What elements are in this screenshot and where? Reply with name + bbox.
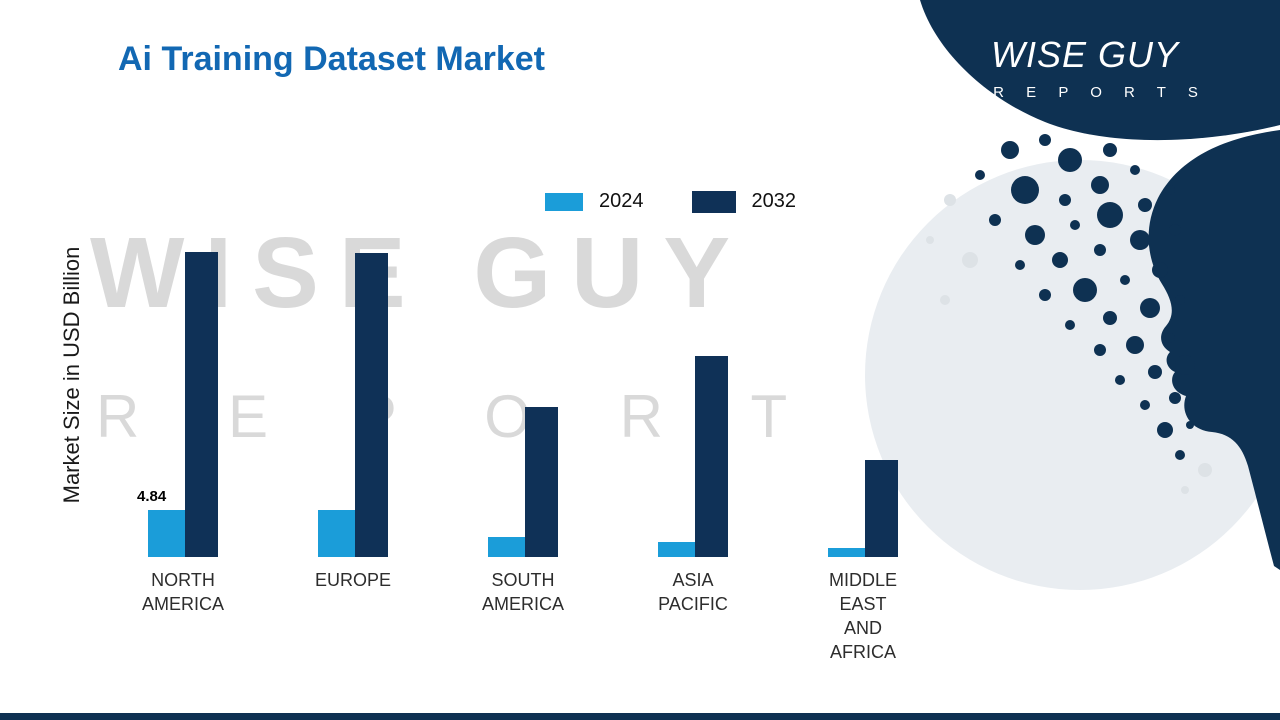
logo-wise-guy-text: WISE GUY xyxy=(990,34,1180,75)
legend: 2024 2032 xyxy=(545,190,796,213)
category-label-asia-pacific: ASIA PACIFIC xyxy=(658,570,728,614)
bottom-strip xyxy=(0,713,1280,720)
category-label-south-america: SOUTH AMERICA xyxy=(481,570,564,614)
legend-label-2032: 2032 xyxy=(751,190,797,212)
bar-2024-south-america xyxy=(488,536,525,557)
gray-dots-pattern-icon xyxy=(926,194,1212,494)
watermark-reports-text: R E P O R T S xyxy=(96,383,951,450)
legend-swatch-2032 xyxy=(691,190,736,213)
wise-guy-reports-logo xyxy=(865,0,1280,590)
logo-reports-text: R E P O R T S xyxy=(993,84,1207,101)
bar-2032-asia-pacific xyxy=(695,356,728,557)
page-title: Ai Training Dataset Market xyxy=(118,40,546,78)
legend-label-2024: 2024 xyxy=(599,190,644,212)
category-label-europe: EUROPE xyxy=(314,570,392,590)
bar-2024-north-america xyxy=(148,510,185,557)
category-label-middle-east-and-africa: MIDDLE EAST AND AFRICA xyxy=(828,570,897,662)
y-axis-label: Market Size in USD Billion xyxy=(59,246,84,504)
category-label-north-america: NORTH AMERICA xyxy=(141,570,224,614)
logo-header-shape xyxy=(920,0,1280,141)
data-label-north-america-2024: 4.84 xyxy=(137,488,167,506)
bar-2024-asia-pacific xyxy=(658,541,695,557)
bar-2032-middle-east-and-africa xyxy=(865,460,898,557)
bar-2024-europe xyxy=(318,509,355,557)
bar-2024-middle-east-and-africa xyxy=(828,548,865,557)
face-profile-icon xyxy=(1148,130,1280,570)
legend-swatch-2024 xyxy=(545,192,583,211)
bar-2032-europe xyxy=(355,253,388,557)
bar-2032-south-america xyxy=(525,406,558,557)
bar-2032-north-america xyxy=(185,251,218,557)
dots-pattern-icon xyxy=(975,134,1195,460)
